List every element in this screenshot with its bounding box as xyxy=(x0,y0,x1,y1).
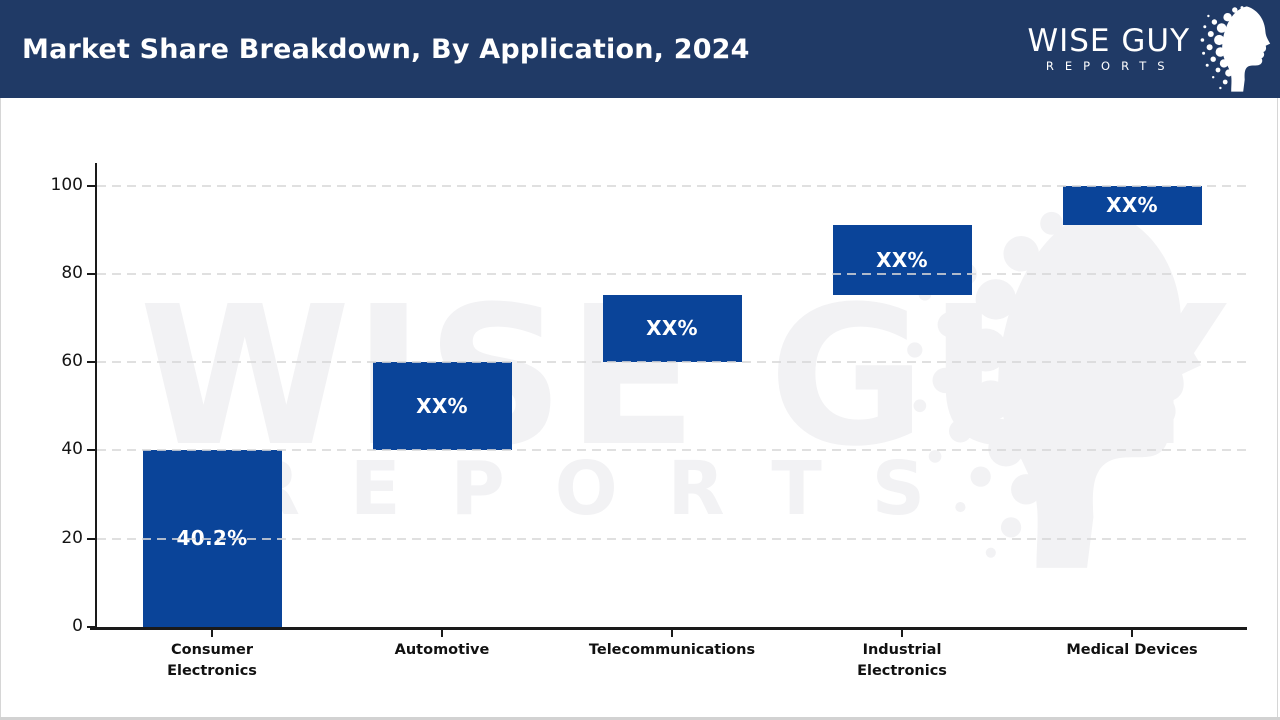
x-category-label: Automotive xyxy=(394,642,490,658)
y-tick-label: 20 xyxy=(61,527,83,548)
y-tick-mark xyxy=(87,537,96,540)
gridline xyxy=(97,272,1247,275)
page-title: Market Share Breakdown, By Application, … xyxy=(22,33,750,65)
y-tick-label: 60 xyxy=(61,351,83,372)
bar: XX% xyxy=(602,294,742,363)
y-tick-label: 100 xyxy=(50,174,83,195)
gridline xyxy=(97,537,1247,540)
x-category-label: Industrial Electronics xyxy=(857,642,947,680)
y-tick-mark xyxy=(87,361,96,364)
y-tick-mark xyxy=(87,449,96,452)
bar: XX% xyxy=(832,225,972,295)
y-tick-label: 0 xyxy=(72,616,83,636)
wiseguy-logo: WISE GUY REPORTS xyxy=(1027,4,1272,94)
x-tick-mark xyxy=(671,629,673,637)
wiseguy-logo-text: WISE GUY REPORTS xyxy=(1027,22,1190,73)
bar: XX% xyxy=(372,362,512,450)
gridline xyxy=(97,449,1247,452)
y-tick-mark xyxy=(87,184,96,187)
y-axis-spine xyxy=(95,163,97,630)
x-tick-mark xyxy=(1131,629,1133,637)
wiseguy-face-icon xyxy=(1194,4,1272,94)
gridline xyxy=(97,361,1247,364)
watermark-text-line2: REPORTS xyxy=(243,446,976,532)
x-tick-mark xyxy=(441,629,443,637)
x-category-label: Telecommunications xyxy=(588,642,756,658)
y-tick-label: 40 xyxy=(61,439,83,460)
bar-value-label: XX% xyxy=(876,247,928,272)
bar-value-label: XX% xyxy=(1106,193,1158,218)
x-category-label: Consumer Electronics xyxy=(167,642,257,680)
x-axis-spine xyxy=(90,627,1247,630)
header: Market Share Breakdown, By Application, … xyxy=(0,0,1280,98)
y-tick-label: 80 xyxy=(61,262,83,283)
x-tick-mark xyxy=(211,629,213,637)
y-tick-mark xyxy=(87,272,96,275)
gridline xyxy=(97,184,1247,187)
bottom-border xyxy=(0,717,1280,720)
logo-brand-subtitle: REPORTS xyxy=(1045,58,1176,73)
x-category-label: Medical Devices xyxy=(1066,642,1198,658)
bar-value-label: XX% xyxy=(646,316,698,341)
bar: XX% xyxy=(1062,185,1202,226)
bar-value-label: XX% xyxy=(416,393,468,418)
x-tick-mark xyxy=(901,629,903,637)
logo-brand-name: WISE GUY xyxy=(1027,22,1190,59)
chart-area: WISE GUY REPORTS 0 20 40 60 80 100 40.2% Consum… xyxy=(0,98,1278,718)
